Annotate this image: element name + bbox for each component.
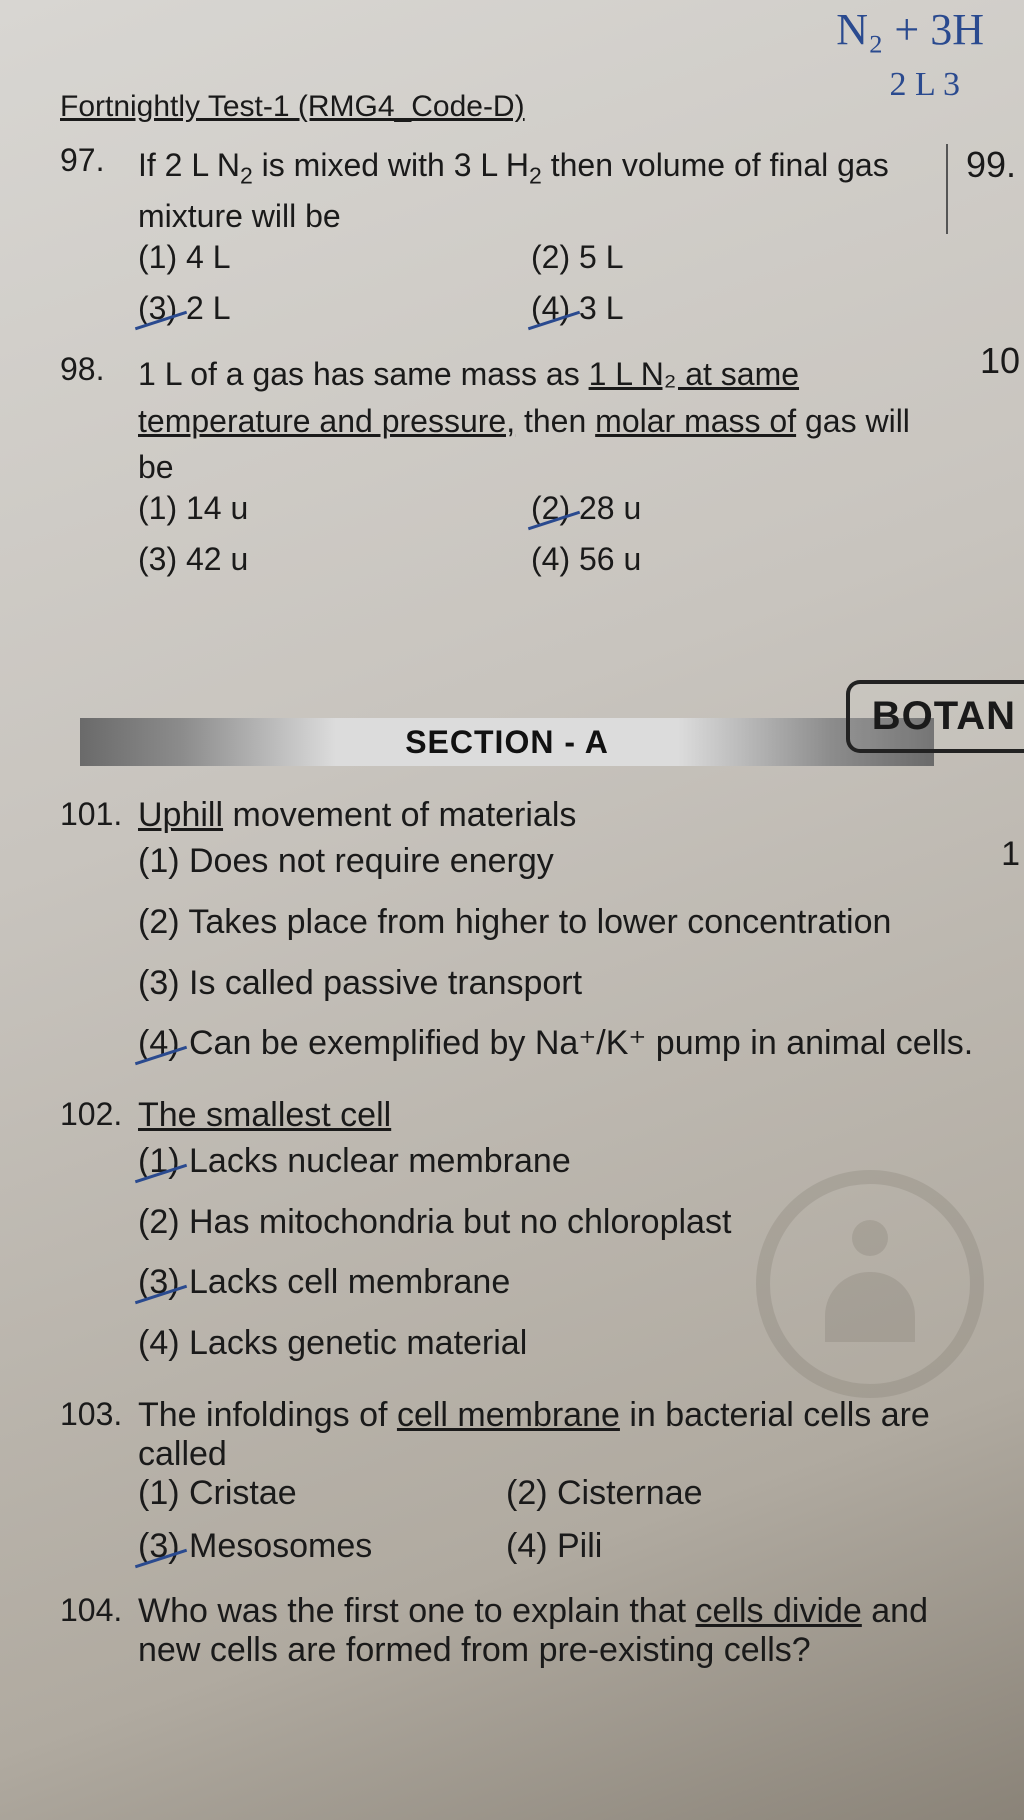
q103-text: The infoldings of cell membrane in bacte… <box>138 1396 974 1474</box>
q104-u: cells divide <box>696 1592 862 1630</box>
q104-text: Who was the first one to explain that ce… <box>138 1592 974 1670</box>
q103-u: cell membrane <box>397 1396 620 1434</box>
q97-opt1: (1) 4 L <box>138 239 511 276</box>
q98-opt4: (4) 56 u <box>531 541 904 578</box>
q101-options: (1) Does not require energy (2) Takes pl… <box>138 835 974 1070</box>
margin-1: 1 <box>1001 835 1020 874</box>
q97-text: If 2 L N2 is mixed with 3 L H2 then volu… <box>138 142 1024 239</box>
q102-number: 102. <box>60 1096 138 1135</box>
q97-text-b: is mixed with 3 L H <box>253 147 529 183</box>
question-103: 103. The infoldings of cell membrane in … <box>60 1396 1024 1566</box>
q101-opt2: (2) Takes place from higher to lower con… <box>138 896 974 949</box>
q97-options: (1) 4 L (2) 5 L (3) 2 L (4) 3 L <box>138 239 904 327</box>
q101-text: Uphill movement of materials <box>138 796 576 835</box>
handwriting-below: 2 L 3 <box>889 66 960 104</box>
q101-opt4-text: (4) Can be exemplified by Na⁺/K⁺ pump in… <box>138 1024 973 1062</box>
q103-number: 103. <box>60 1396 138 1474</box>
q98-u3: molar mass of <box>595 403 796 439</box>
q97-text-a: If 2 L N <box>138 147 240 183</box>
q98-opt2: (2) 28 u <box>531 490 904 527</box>
q102-opt1-text: (1) Lacks nuclear membrane <box>138 1142 571 1180</box>
q103-opt1: (1) Cristae <box>138 1474 486 1513</box>
q98-options: (1) 14 u (2) 28 u (3) 42 u (4) 56 u <box>138 490 904 578</box>
q98-text: 1 L of a gas has same mass as 1 L N₂ at … <box>138 351 1024 490</box>
q97-opt2: (2) 5 L <box>531 239 904 276</box>
q101-opt3: (3) Is called passive transport <box>138 957 974 1010</box>
q98-text-b: then <box>515 403 595 439</box>
q103-opt2: (2) Cisternae <box>506 1474 854 1513</box>
q98-opt1: (1) 14 u <box>138 490 511 527</box>
q103-opt4: (4) Pili <box>506 1527 854 1566</box>
q98-text-a: 1 L of a gas has same mass as <box>138 356 589 392</box>
section-a-bar: SECTION - A <box>80 718 934 766</box>
q101-opt4: (4) Can be exemplified by Na⁺/K⁺ pump in… <box>138 1017 974 1070</box>
handwriting-formula: N₂ + 3H <box>836 4 984 55</box>
question-98: 98. 1 L of a gas has same mass as 1 L N₂… <box>60 351 1024 578</box>
question-104: 104. Who was the first one to explain th… <box>60 1592 1024 1670</box>
q97-number: 97. <box>60 142 138 239</box>
q103-opt3-text: (3) Mesosomes <box>138 1527 372 1565</box>
q98-u2: temperature and pressure, <box>138 403 515 439</box>
q98-number: 98. <box>60 351 138 490</box>
watermark-icon <box>756 1170 984 1398</box>
q101-rest: movement of materials <box>223 796 576 834</box>
q102-opt3-text: (3) Lacks cell membrane <box>138 1263 510 1301</box>
question-97: 97. If 2 L N2 is mixed with 3 L H2 then … <box>60 142 1024 327</box>
q97-opt4: (4) 3 L <box>531 290 904 327</box>
q103-text-a: The infoldings of <box>138 1396 397 1434</box>
question-101: 101. Uphill movement of materials (1) Do… <box>60 796 1024 1070</box>
q102-u: The smallest cell <box>138 1096 391 1134</box>
botany-label: BOTAN <box>846 680 1024 753</box>
q101-opt1: (1) Does not require energy <box>138 835 974 888</box>
margin-10: 10 <box>980 340 1020 382</box>
q101-number: 101. <box>60 796 138 835</box>
margin-99: 99. <box>946 144 1016 234</box>
q103-opt3: (3) Mesosomes <box>138 1527 486 1566</box>
header-title: Fortnightly Test-1 (RMG4_Code-D) <box>60 90 1024 124</box>
q98-opt3: (3) 42 u <box>138 541 511 578</box>
q97-opt3: (3) 2 L <box>138 290 511 327</box>
q98-u1: 1 L N₂ at same <box>589 356 799 392</box>
q102-text: The smallest cell <box>138 1096 391 1135</box>
q103-options: (1) Cristae (2) Cisternae (3) Mesosomes … <box>138 1474 854 1566</box>
exam-page: N₂ + 3H 2 L 3 Fortnightly Test-1 (RMG4_C… <box>0 0 1024 1820</box>
q101-u: Uphill <box>138 796 223 834</box>
q104-text-a: Who was the first one to explain that <box>138 1592 696 1630</box>
q104-number: 104. <box>60 1592 138 1670</box>
